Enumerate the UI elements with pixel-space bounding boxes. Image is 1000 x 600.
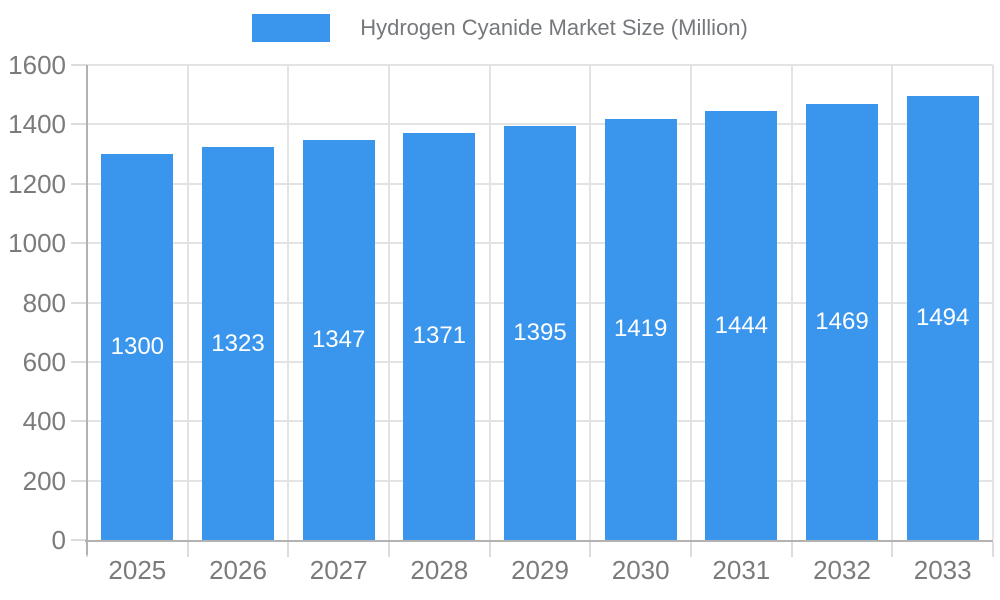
- bar[interactable]: 1419: [604, 118, 677, 540]
- y-axis-labels: 0 200 400 600 800 1000 1200 1400 1600: [0, 52, 66, 553]
- y-axis-line: [86, 65, 88, 555]
- x-axis-tick: [992, 542, 994, 557]
- gridline-vertical: [388, 65, 390, 540]
- y-axis-tick: [71, 182, 87, 185]
- bar[interactable]: 1347: [302, 140, 375, 540]
- gridline-vertical: [488, 65, 491, 540]
- y-axis-tick-label: 400: [22, 406, 66, 437]
- y-axis-tick-label: 1400: [8, 109, 66, 140]
- x-axis-tick-label: 2031: [712, 555, 771, 585]
- y-axis-tick-label: 800: [22, 287, 66, 318]
- bar-value-label: 1494: [915, 304, 970, 332]
- plot-area: 1300 1323 1347 1371 1395 1419 1444 1469 1494: [71, 64, 994, 557]
- bar-value-label: 1300: [110, 333, 165, 361]
- y-axis-tick: [71, 123, 87, 126]
- bar-value-label: 1419: [613, 315, 668, 343]
- bar[interactable]: 1444: [705, 111, 778, 540]
- bar[interactable]: 1300: [101, 154, 174, 540]
- y-axis-tick-label: 600: [22, 346, 66, 377]
- x-axis-tick: [186, 542, 189, 557]
- legend-swatch-icon: [252, 14, 331, 42]
- bar[interactable]: 1371: [403, 132, 476, 540]
- x-axis-labels: 2025 2026 2027 2028 2029 2030 2031 2032 2033: [87, 556, 993, 588]
- x-axis-tick-label: 2033: [913, 555, 972, 585]
- x-axis-tick-label: 2028: [410, 555, 469, 585]
- bar[interactable]: 1469: [806, 103, 878, 540]
- bar-value-label: 1371: [412, 322, 467, 350]
- x-axis-tick: [488, 542, 491, 557]
- y-axis-tick-label: 0: [51, 525, 66, 555]
- bar-value-label: 1395: [513, 318, 567, 346]
- x-axis-tick: [690, 542, 692, 557]
- bar[interactable]: 1395: [504, 125, 576, 540]
- gridline-vertical: [790, 65, 793, 540]
- gridline-vertical: [992, 65, 994, 540]
- x-axis-tick: [388, 542, 390, 557]
- gridline-vertical: [287, 65, 290, 540]
- bar-value-label: 1444: [714, 311, 769, 339]
- y-axis-tick: [71, 420, 87, 423]
- gridline-vertical: [690, 65, 692, 540]
- y-axis-tick: [71, 301, 87, 304]
- bar-value-label: 1469: [815, 307, 869, 335]
- x-axis-tick: [589, 542, 592, 557]
- gridline-vertical: [186, 65, 189, 540]
- y-axis-tick: [71, 479, 87, 482]
- x-axis-tick-label: 2027: [309, 555, 368, 585]
- bar[interactable]: 1494: [906, 96, 979, 540]
- x-axis-tick-label: 2030: [611, 555, 670, 585]
- legend: Hydrogen Cyanide Market Size (Million): [0, 14, 1000, 42]
- y-axis-tick: [71, 360, 87, 363]
- x-axis-tick-label: 2029: [511, 555, 569, 585]
- y-axis-tick: [71, 242, 87, 245]
- gridline-horizontal: [87, 123, 993, 126]
- x-axis-tick-label: 2026: [209, 555, 267, 585]
- bar-value-label: 1347: [311, 326, 366, 354]
- x-axis-line: [85, 540, 993, 542]
- y-axis-tick-label: 1600: [8, 50, 66, 80]
- y-axis-tick: [71, 539, 87, 541]
- y-axis-tick: [71, 64, 87, 66]
- legend-item[interactable]: Hydrogen Cyanide Market Size (Million): [252, 14, 748, 42]
- x-axis-tick: [891, 542, 894, 557]
- bar-value-label: 1323: [211, 329, 265, 357]
- bar[interactable]: 1323: [202, 147, 274, 540]
- gridline-horizontal: [87, 64, 993, 66]
- y-axis-tick-label: 1000: [8, 228, 66, 259]
- x-axis-tick: [790, 542, 793, 557]
- legend-label: Hydrogen Cyanide Market Size (Million): [360, 15, 748, 40]
- y-axis-tick-label: 1200: [8, 168, 66, 199]
- gridline-vertical: [589, 65, 592, 540]
- x-axis-tick-label: 2025: [108, 555, 167, 585]
- gridline-vertical: [891, 65, 894, 540]
- x-axis-tick-label: 2032: [813, 555, 871, 585]
- x-axis-tick: [287, 542, 290, 557]
- y-axis-tick-label: 200: [22, 465, 66, 496]
